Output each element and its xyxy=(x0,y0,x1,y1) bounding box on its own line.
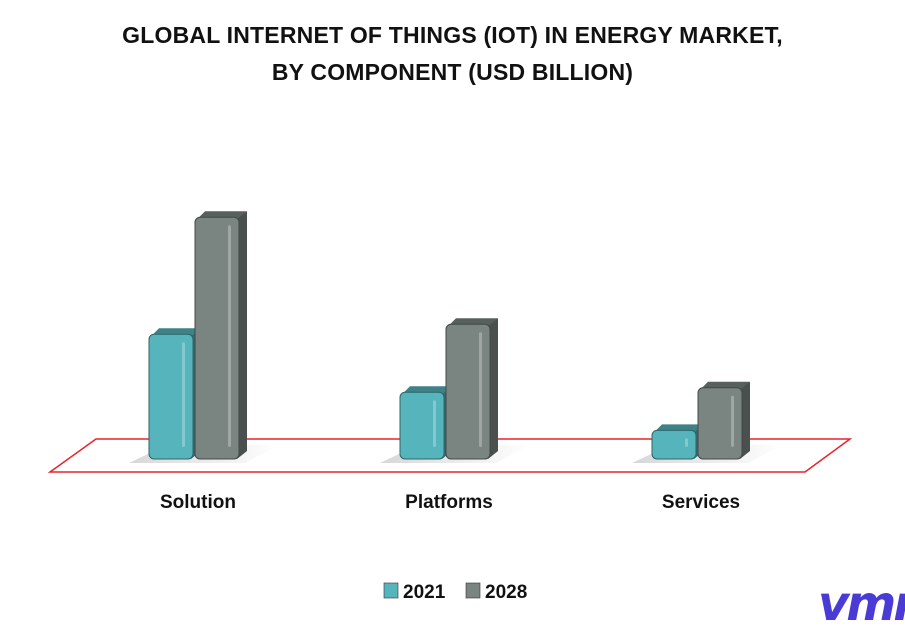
bar-platforms-2021 xyxy=(399,386,452,460)
bars-group xyxy=(129,211,782,463)
bar-front xyxy=(399,391,445,460)
bar-solution-2021 xyxy=(148,328,201,460)
legend-swatch-2028 xyxy=(465,582,481,599)
legend-label-2028: 2028 xyxy=(485,582,527,603)
bar-highlight xyxy=(433,400,436,447)
bar-services-2028 xyxy=(697,381,750,460)
bar-highlight xyxy=(182,342,185,447)
bar-highlight xyxy=(479,332,482,447)
bar-services-2021 xyxy=(651,424,704,460)
legend-item-2028: 2028 xyxy=(465,582,527,603)
bar-highlight xyxy=(228,225,231,447)
bar-front xyxy=(148,333,194,460)
logo-text: vmr xyxy=(818,576,905,626)
legend-item-2021: 2021 xyxy=(383,582,446,603)
bar-front xyxy=(651,429,697,460)
brand-logo: vmr xyxy=(818,576,905,626)
legend-swatch-2021 xyxy=(383,582,399,599)
bar-solution-2028 xyxy=(194,211,247,460)
x-tick-label-services: Services xyxy=(662,492,740,513)
bar-highlight xyxy=(685,438,688,447)
bar-front xyxy=(194,216,240,460)
chart-subtitle: BY COMPONENT (USD BILLION) xyxy=(271,59,634,85)
chart-title: GLOBAL INTERNET OF THINGS (IOT) IN ENERG… xyxy=(122,22,783,48)
legend-label-2021: 2021 xyxy=(403,582,446,603)
category-labels: Solution Platforms Services xyxy=(160,492,740,513)
x-tick-label-platforms: Platforms xyxy=(405,492,493,513)
bar-front xyxy=(445,323,491,460)
bar-highlight xyxy=(731,395,734,447)
bar-front xyxy=(697,387,743,460)
bar-platforms-2028 xyxy=(445,318,498,460)
x-tick-label-solution: Solution xyxy=(160,492,236,513)
legend: 2021 2028 xyxy=(383,582,527,603)
